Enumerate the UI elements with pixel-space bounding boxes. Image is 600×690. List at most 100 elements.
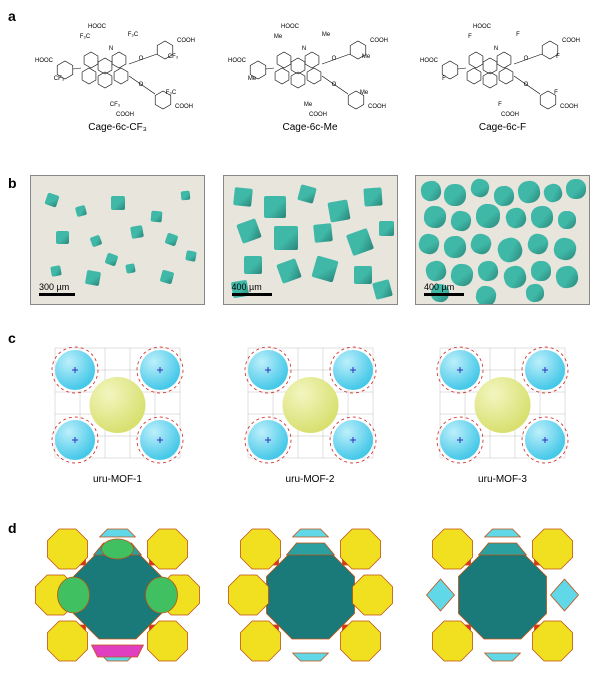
- crystal: [424, 259, 448, 283]
- crystal: [165, 233, 179, 247]
- svg-text:CF₃: CF₃: [54, 76, 65, 82]
- row-d: [30, 520, 590, 665]
- scalebar: 300 µm: [39, 282, 75, 296]
- svg-text:Me: Me: [247, 76, 256, 82]
- chem-struct-0: OONCOOHCOOHHOOCHOOCCOOHCF₃F₃CCF₃F₃CCF₃F₃…: [30, 8, 205, 133]
- crystal: [495, 235, 526, 266]
- crystal: [372, 279, 393, 300]
- crystal: [75, 205, 87, 217]
- crystal: [236, 218, 262, 244]
- chem-caption-0: Cage-6c-CF₃: [88, 122, 147, 133]
- topology-0: [30, 520, 205, 665]
- crystal: [530, 205, 554, 229]
- crystal: [417, 232, 441, 256]
- scalebar: 400 µm: [424, 282, 464, 296]
- svg-text:Me: Me: [361, 54, 370, 60]
- crystal: [419, 179, 442, 202]
- mof-caption-2: uru-MOF-3: [478, 474, 527, 485]
- crystal: [444, 184, 466, 206]
- svg-text:F: F: [556, 54, 560, 60]
- crystal: [474, 284, 497, 305]
- svg-text:COOH: COOH: [368, 104, 386, 110]
- svg-text:COOH: COOH: [501, 112, 519, 118]
- scalebar-line: [424, 293, 464, 296]
- crystal: [130, 225, 144, 239]
- crystal: [90, 235, 103, 248]
- topology-2: [415, 520, 590, 665]
- svg-text:CF₃: CF₃: [168, 54, 179, 60]
- svg-text:F₃C: F₃C: [166, 90, 177, 96]
- crystal: [525, 231, 550, 256]
- crystal: [516, 179, 542, 205]
- crystal: [264, 196, 286, 218]
- svg-text:F: F: [468, 34, 472, 40]
- crystal: [125, 263, 136, 274]
- crystal: [56, 231, 69, 244]
- svg-text:COOH: COOH: [562, 38, 580, 44]
- crystal: [105, 253, 119, 267]
- crystal: [274, 226, 298, 250]
- crystal: [181, 191, 191, 201]
- crystal: [558, 211, 576, 229]
- mof-caption-0: uru-MOF-1: [93, 474, 142, 485]
- crystal: [244, 256, 262, 274]
- svg-text:O: O: [331, 56, 336, 62]
- chem-caption-2: Cage-6c-F: [479, 122, 526, 133]
- crystal: [469, 177, 491, 199]
- crystal: [345, 228, 373, 256]
- svg-text:COOH: COOH: [309, 112, 327, 118]
- svg-text:COOH: COOH: [175, 104, 193, 110]
- svg-text:HOOC: HOOC: [281, 24, 300, 30]
- svg-text:HOOC: HOOC: [35, 58, 54, 64]
- scalebar-label: 400 µm: [232, 282, 262, 292]
- panel-label-a: a: [8, 8, 16, 24]
- chem-struct-2: OONCOOHCOOHHOOCHOOCCOOHFFFFFFCage-6c-F: [415, 8, 590, 133]
- svg-text:N: N: [494, 46, 498, 52]
- micrograph-1: 400 µm: [223, 175, 398, 305]
- crystal: [475, 203, 501, 229]
- scalebar-label: 300 µm: [39, 282, 69, 292]
- chem-struct-1: OONCOOHCOOHHOOCHOOCCOOHMeMeMeMeMeMeCage-…: [223, 8, 398, 133]
- crystal: [531, 261, 551, 281]
- crystal: [566, 179, 586, 199]
- crystal: [504, 206, 528, 230]
- svg-text:COOH: COOH: [370, 38, 388, 44]
- svg-text:F: F: [442, 76, 446, 82]
- svg-text:N: N: [109, 46, 113, 52]
- svg-text:F: F: [498, 102, 502, 108]
- crystal: [468, 231, 493, 256]
- svg-text:O: O: [139, 56, 144, 62]
- scalebar-line: [39, 293, 75, 296]
- svg-text:HOOC: HOOC: [88, 24, 107, 30]
- svg-text:Me: Me: [303, 102, 312, 108]
- svg-text:F: F: [554, 90, 558, 96]
- svg-text:O: O: [139, 82, 144, 88]
- svg-text:O: O: [331, 82, 336, 88]
- crystal: [476, 259, 499, 282]
- svg-text:Me: Me: [273, 34, 282, 40]
- scalebar-label: 400 µm: [424, 282, 454, 292]
- crystal: [502, 264, 529, 291]
- crystal: [327, 199, 350, 222]
- crystal: [363, 187, 382, 206]
- scalebar-line: [232, 293, 272, 296]
- svg-text:F₃C: F₃C: [128, 32, 139, 38]
- crystal: [50, 265, 62, 277]
- crystal: [449, 209, 472, 232]
- crystal: [297, 184, 317, 204]
- crystal: [313, 223, 333, 243]
- crystal: [541, 181, 564, 204]
- svg-text:HOOC: HOOC: [420, 58, 439, 64]
- crystal: [423, 205, 447, 229]
- svg-text:Me: Me: [321, 32, 330, 38]
- mof-caption-1: uru-MOF-2: [286, 474, 335, 485]
- svg-text:COOH: COOH: [116, 112, 134, 118]
- crystal: [111, 196, 125, 210]
- row-c: uru-MOF-1 uru-MOF-2 uru-MOF-3: [30, 330, 590, 485]
- svg-text:N: N: [301, 46, 305, 52]
- chem-caption-1: Cage-6c-Me: [282, 122, 337, 133]
- crystal: [493, 185, 514, 206]
- mof-1: uru-MOF-2: [223, 330, 398, 485]
- crystal: [554, 264, 579, 289]
- mof-2: uru-MOF-3: [415, 330, 590, 485]
